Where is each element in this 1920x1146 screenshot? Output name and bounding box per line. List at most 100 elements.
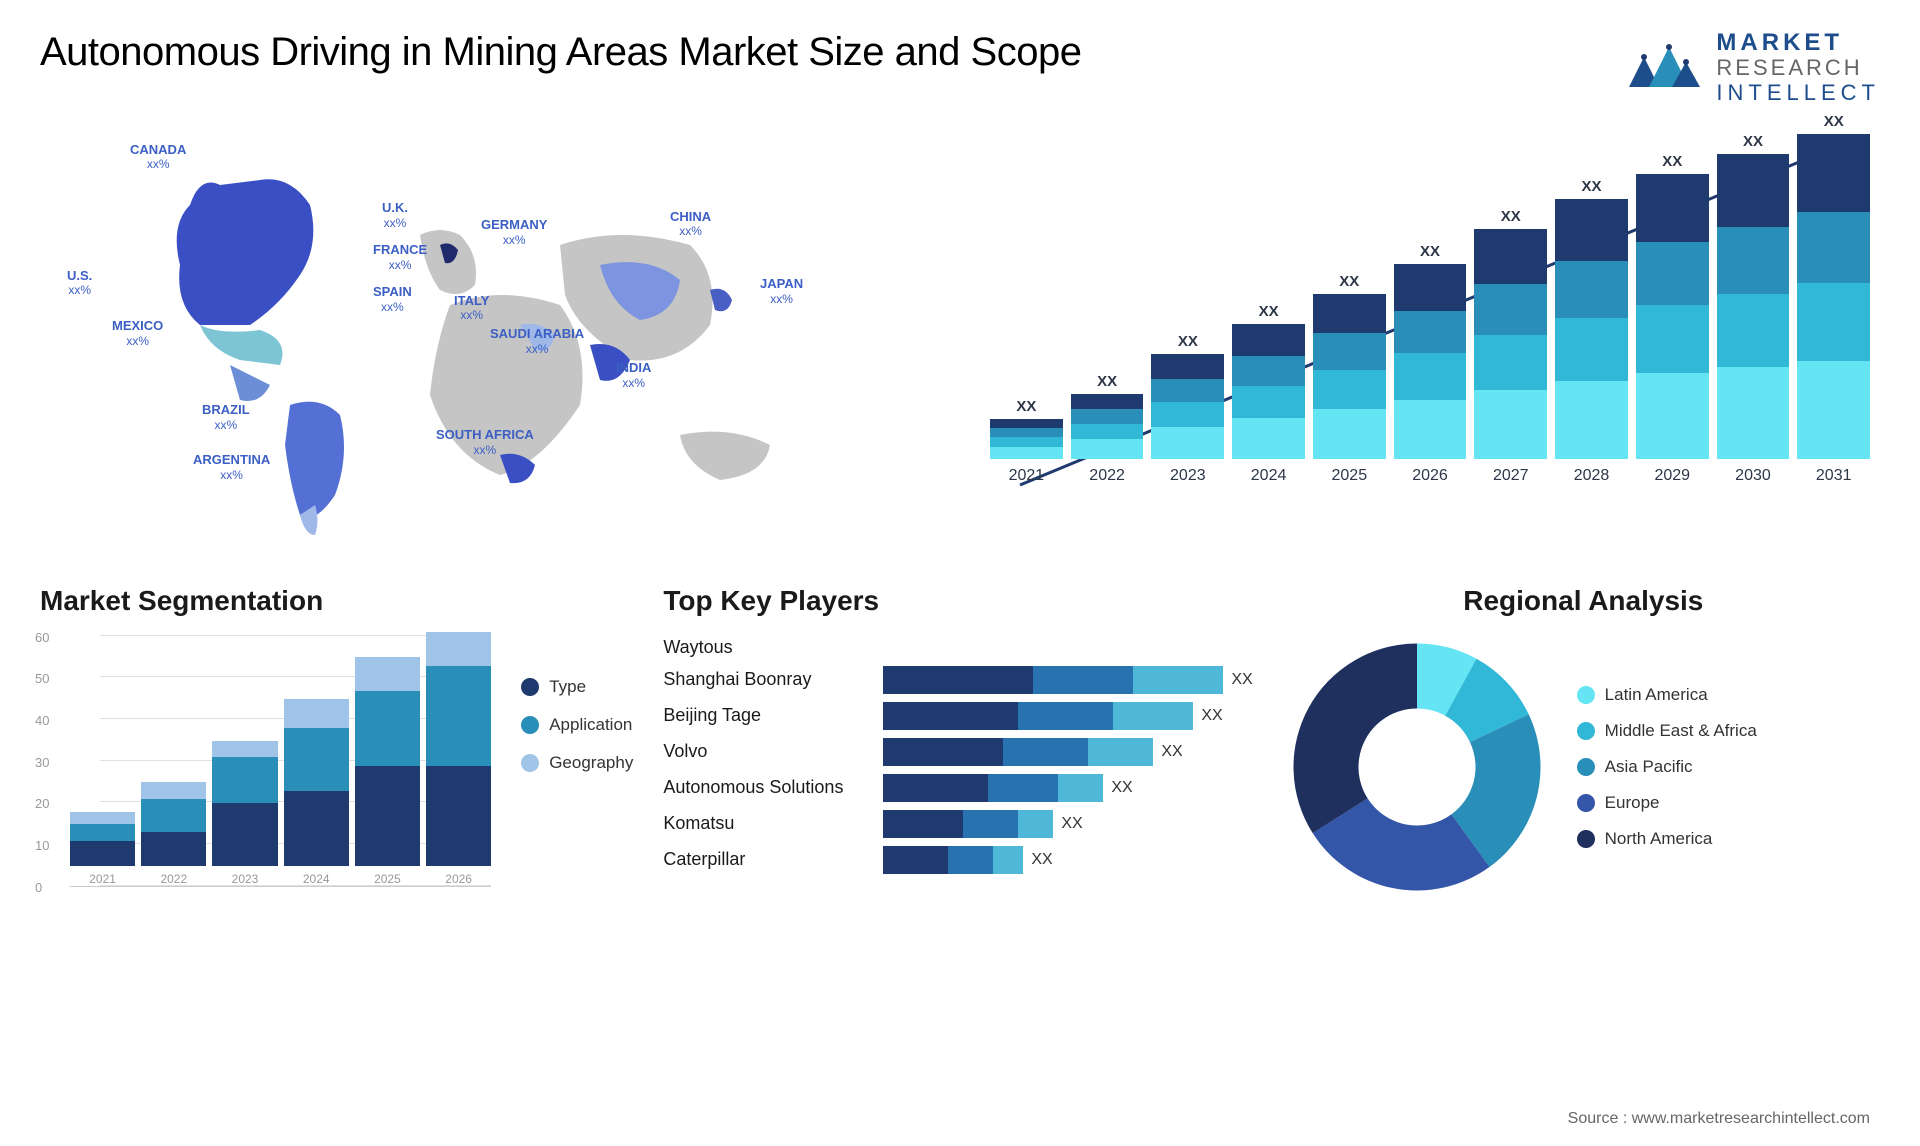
player-bar — [883, 738, 1153, 766]
player-segment — [988, 774, 1058, 802]
legend-label: Application — [549, 715, 632, 735]
player-bar — [883, 702, 1193, 730]
donut-slice — [1293, 643, 1417, 833]
segmentation-chart: 202120222023202420252026 0102030405060 T… — [40, 637, 633, 917]
growth-segment — [1797, 361, 1870, 459]
growth-value-label: XX — [1824, 113, 1844, 130]
segmentation-segment — [426, 666, 491, 766]
growth-segment — [1555, 381, 1628, 459]
segmentation-segment — [426, 766, 491, 866]
player-segment — [883, 810, 963, 838]
donut-container — [1287, 637, 1547, 897]
growth-bar: XX2031 — [1797, 113, 1870, 485]
map-label: CANADAxx% — [130, 142, 186, 172]
growth-segment — [1313, 294, 1386, 334]
growth-value-label: XX — [1259, 303, 1279, 320]
segmentation-year: 2026 — [445, 872, 472, 886]
segmentation-section: Market Segmentation 20212022202320242025… — [40, 585, 633, 917]
legend-dot — [1577, 758, 1595, 776]
segmentation-segment — [141, 799, 206, 832]
logo-text: MARKET RESEARCH INTELLECT — [1716, 30, 1880, 105]
y-axis-tick: 40 — [35, 713, 49, 728]
segmentation-year: 2022 — [160, 872, 187, 886]
segmentation-year: 2024 — [303, 872, 330, 886]
growth-segment — [1717, 367, 1790, 459]
segmentation-segment — [70, 824, 135, 841]
player-name: Shanghai Boonray — [663, 669, 873, 690]
source-text: Source : www.marketresearchintellect.com — [1568, 1110, 1870, 1128]
player-name: Caterpillar — [663, 849, 873, 870]
player-name: Autonomous Solutions — [663, 777, 873, 798]
growth-segment — [1636, 305, 1709, 373]
growth-year-label: 2028 — [1574, 467, 1610, 485]
segmentation-bar: 2025 — [355, 657, 420, 885]
player-segment — [883, 702, 1018, 730]
legend-item: Geography — [521, 753, 633, 773]
growth-year-label: 2022 — [1089, 467, 1125, 485]
growth-year-label: 2023 — [1170, 467, 1206, 485]
player-row: Waytous — [663, 637, 1256, 658]
growth-segment — [1232, 324, 1305, 356]
logo-icon — [1624, 37, 1704, 97]
player-segment — [963, 810, 1018, 838]
page-title: Autonomous Driving in Mining Areas Marke… — [40, 30, 1081, 75]
growth-segment — [1394, 311, 1467, 354]
growth-bar: XX 2023 — [1151, 333, 1224, 485]
growth-year-label: 2029 — [1654, 467, 1690, 485]
legend-dot — [1577, 686, 1595, 704]
segmentation-segment — [212, 741, 277, 758]
growth-segment — [1555, 318, 1628, 380]
growth-year-label: 2025 — [1332, 467, 1368, 485]
segmentation-segment — [212, 803, 277, 866]
segmentation-segment — [355, 691, 420, 766]
map-label: ITALYxx% — [454, 293, 489, 323]
growth-segment — [1232, 356, 1305, 386]
segmentation-segment — [284, 728, 349, 791]
map-label: U.K.xx% — [382, 200, 408, 230]
segmentation-bar: 2021 — [70, 812, 135, 886]
growth-segment — [1394, 353, 1467, 400]
growth-segment — [1797, 212, 1870, 284]
legend-label: Geography — [549, 753, 633, 773]
growth-segment — [1555, 261, 1628, 318]
player-segment — [1113, 702, 1193, 730]
growth-bar: XX2029 — [1636, 153, 1709, 485]
player-row: CaterpillarXX — [663, 846, 1256, 874]
growth-segment — [1313, 333, 1386, 369]
growth-segment — [1394, 400, 1467, 459]
growth-value-label: XX — [1178, 333, 1198, 350]
player-segment — [1133, 666, 1223, 694]
segmentation-year: 2021 — [89, 872, 116, 886]
segmentation-legend: TypeApplicationGeography — [521, 637, 633, 917]
segmentation-year: 2025 — [374, 872, 401, 886]
legend-item: Application — [521, 715, 633, 735]
growth-year-label: 2027 — [1493, 467, 1529, 485]
player-row: Beijing TageXX — [663, 702, 1256, 730]
map-label: CHINAxx% — [670, 209, 711, 239]
map-label: MEXICOxx% — [112, 318, 163, 348]
growth-value-label: XX — [1097, 373, 1117, 390]
growth-segment — [1474, 335, 1547, 390]
players-title: Top Key Players — [663, 585, 1256, 617]
map-label: ARGENTINAxx% — [193, 452, 270, 482]
segmentation-bar: 2023 — [212, 741, 277, 886]
segmentation-segment — [355, 766, 420, 866]
logo-line3: INTELLECT — [1716, 81, 1880, 105]
segmentation-segment — [70, 812, 135, 825]
legend-label: Middle East & Africa — [1605, 721, 1757, 741]
growth-value-label: XX — [1501, 208, 1521, 225]
legend-item: North America — [1577, 829, 1757, 849]
legend-dot — [521, 754, 539, 772]
segmentation-segment — [284, 791, 349, 866]
player-segment — [1088, 738, 1153, 766]
growth-bar: XX 2022 — [1071, 373, 1144, 485]
player-value: XX — [1061, 815, 1082, 833]
segmentation-bar: 2024 — [284, 699, 349, 886]
logo-line1: MARKET — [1716, 30, 1880, 56]
growth-segment — [1151, 354, 1224, 379]
y-axis-tick: 60 — [35, 630, 49, 645]
player-segment — [883, 738, 1003, 766]
player-bar — [883, 810, 1053, 838]
growth-bar: XX2030 — [1717, 133, 1790, 485]
legend-label: Europe — [1605, 793, 1660, 813]
